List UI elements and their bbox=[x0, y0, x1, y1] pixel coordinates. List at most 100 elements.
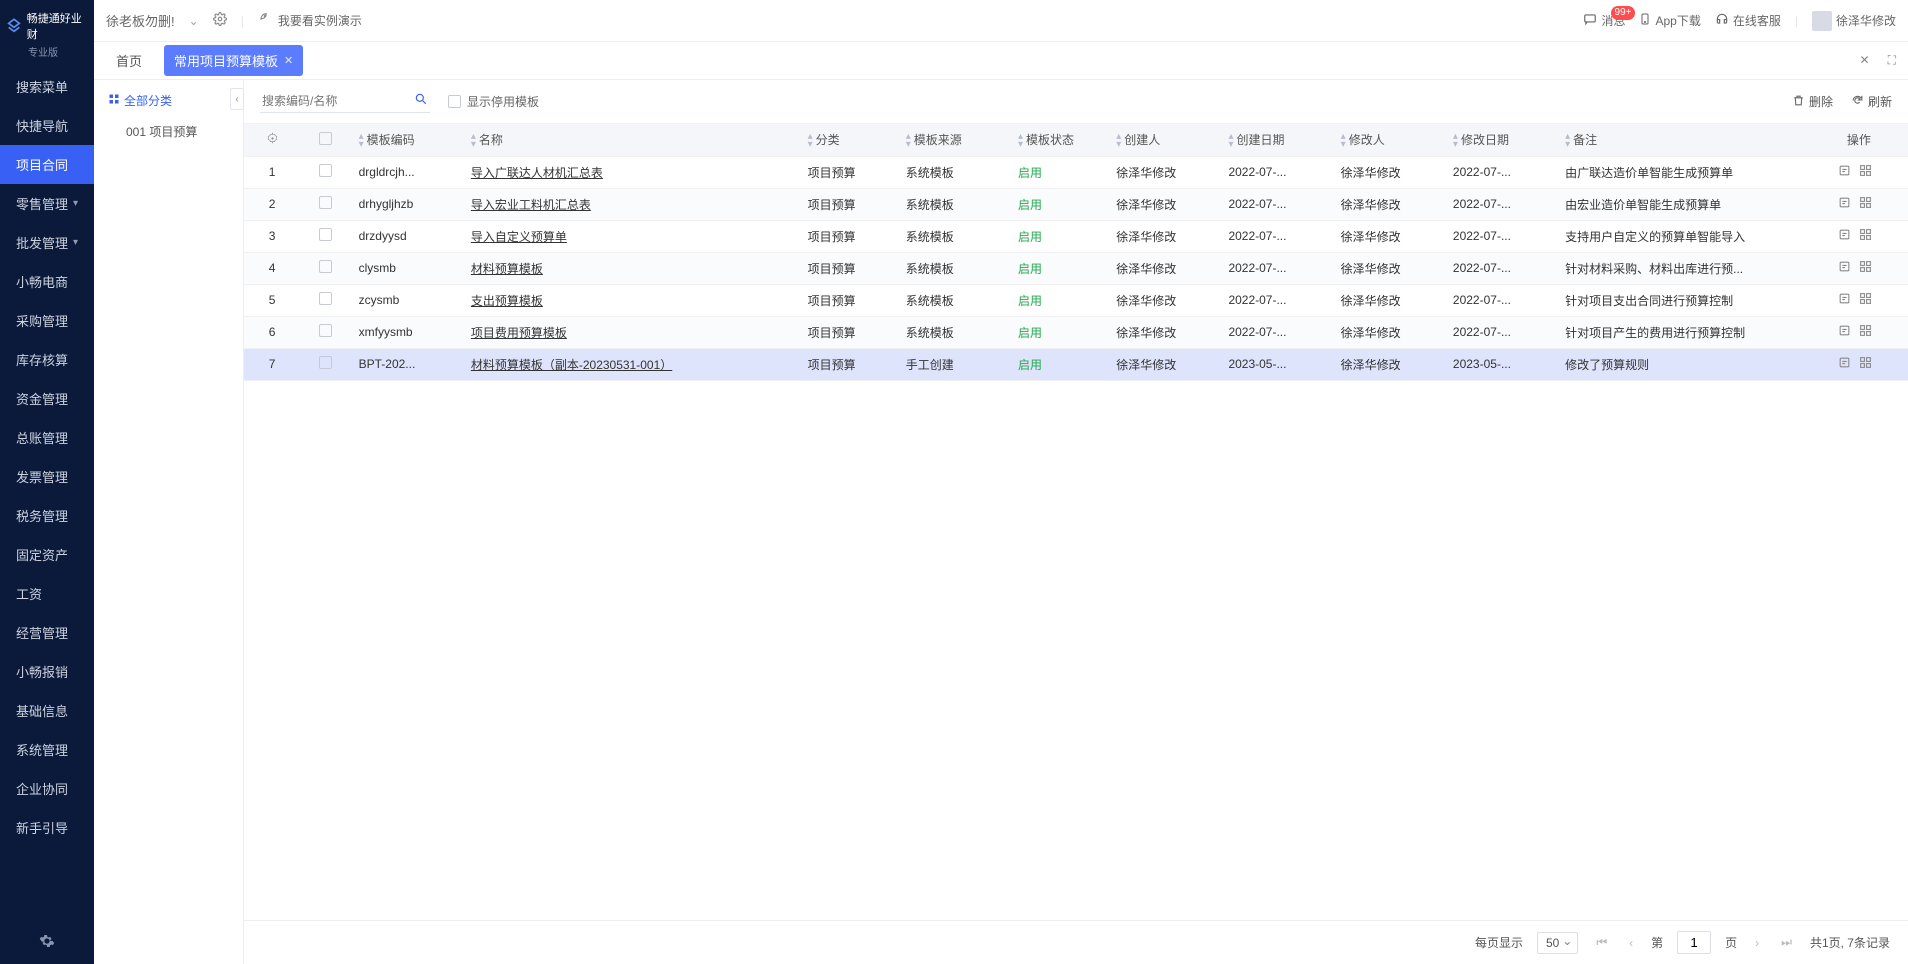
col-cdate[interactable]: ▴▾创建日期 bbox=[1220, 124, 1332, 156]
app-download-button[interactable]: App下载 bbox=[1639, 12, 1700, 29]
row-checkbox[interactable] bbox=[319, 164, 332, 177]
col-status[interactable]: ▴▾模板状态 bbox=[1010, 124, 1108, 156]
greeting-dropdown-icon[interactable]: ⌄ bbox=[189, 14, 199, 28]
col-cat[interactable]: ▴▾分类 bbox=[800, 124, 898, 156]
tab-active[interactable]: 常用项目预算模板 ✕ bbox=[164, 45, 303, 76]
sidebar-item-7[interactable]: 库存核算 bbox=[0, 340, 94, 379]
row-view-icon[interactable] bbox=[1838, 198, 1851, 212]
sidebar-item-10[interactable]: 发票管理 bbox=[0, 457, 94, 496]
row-checkbox[interactable] bbox=[319, 196, 332, 209]
col-mdate[interactable]: ▴▾修改日期 bbox=[1445, 124, 1557, 156]
sidebar-item-8[interactable]: 资金管理 bbox=[0, 379, 94, 418]
sidebar-item-12[interactable]: 固定资产 bbox=[0, 535, 94, 574]
sidebar-item-label: 资金管理 bbox=[16, 389, 68, 408]
table-row[interactable]: 5zcysmb支出预算模板项目预算系统模板启用徐泽华修改2022-07-...徐… bbox=[244, 284, 1908, 316]
top-settings-icon[interactable] bbox=[213, 12, 227, 29]
table-settings-icon[interactable] bbox=[266, 134, 279, 148]
cell-name-link[interactable]: 材料预算模板（副本-20230531-001） bbox=[471, 358, 672, 372]
col-creator[interactable]: ▴▾创建人 bbox=[1108, 124, 1220, 156]
tabs-close-all-icon[interactable]: ✕ bbox=[1856, 49, 1874, 72]
row-view-icon[interactable] bbox=[1838, 294, 1851, 308]
cell-name-link[interactable]: 导入广联达人材机汇总表 bbox=[471, 166, 603, 180]
category-all[interactable]: 全部分类 bbox=[94, 90, 243, 117]
category-collapse-button[interactable]: ‹ bbox=[230, 88, 244, 110]
page-next-icon[interactable]: › bbox=[1751, 934, 1763, 952]
customer-service-button[interactable]: 在线客服 bbox=[1715, 12, 1781, 29]
table-row[interactable]: 6xmfyysmb项目费用预算模板项目预算系统模板启用徐泽华修改2022-07-… bbox=[244, 316, 1908, 348]
page-first-icon[interactable]: ⏮ bbox=[1592, 933, 1611, 952]
row-more-icon[interactable] bbox=[1859, 294, 1872, 308]
sidebar-item-5[interactable]: 小畅电商 bbox=[0, 262, 94, 301]
sidebar-item-9[interactable]: 总账管理 bbox=[0, 418, 94, 457]
row-checkbox[interactable] bbox=[319, 324, 332, 337]
refresh-button[interactable]: 刷新 bbox=[1851, 93, 1892, 110]
sidebar-item-6[interactable]: 采购管理 bbox=[0, 301, 94, 340]
col-src[interactable]: ▴▾模板来源 bbox=[898, 124, 1010, 156]
sidebar-settings-button[interactable] bbox=[0, 923, 94, 964]
tab-home[interactable]: 首页 bbox=[106, 45, 152, 76]
table-row[interactable]: 4clysmb材料预算模板项目预算系统模板启用徐泽华修改2022-07-...徐… bbox=[244, 252, 1908, 284]
col-name[interactable]: ▴▾名称 bbox=[463, 124, 800, 156]
cell-name-link[interactable]: 导入宏业工料机汇总表 bbox=[471, 198, 591, 212]
show-disabled-checkbox[interactable]: 显示停用模板 bbox=[448, 93, 539, 110]
cell-remark: 针对项目产生的费用进行预算控制 bbox=[1557, 316, 1810, 348]
row-view-icon[interactable] bbox=[1838, 326, 1851, 340]
sidebar-item-19[interactable]: 新手引导 bbox=[0, 808, 94, 847]
row-view-icon[interactable] bbox=[1838, 230, 1851, 244]
delete-button[interactable]: 删除 bbox=[1792, 93, 1833, 110]
sidebar-item-13[interactable]: 工资 bbox=[0, 574, 94, 613]
row-view-icon[interactable] bbox=[1838, 358, 1851, 372]
cell-name-link[interactable]: 项目费用预算模板 bbox=[471, 326, 567, 340]
sidebar-item-17[interactable]: 系统管理 bbox=[0, 730, 94, 769]
row-checkbox[interactable] bbox=[319, 292, 332, 305]
cell-name-link[interactable]: 导入自定义预算单 bbox=[471, 230, 567, 244]
cell-name-link[interactable]: 支出预算模板 bbox=[471, 294, 543, 308]
row-checkbox[interactable] bbox=[319, 228, 332, 241]
col-code[interactable]: ▴▾模板编码 bbox=[351, 124, 463, 156]
page-prev-icon[interactable]: ‹ bbox=[1625, 934, 1637, 952]
row-more-icon[interactable] bbox=[1859, 166, 1872, 180]
page-last-icon[interactable]: ⏭ bbox=[1777, 933, 1796, 952]
row-more-icon[interactable] bbox=[1859, 262, 1872, 276]
sidebar-item-15[interactable]: 小畅报销 bbox=[0, 652, 94, 691]
row-view-icon[interactable] bbox=[1838, 262, 1851, 276]
cell-source: 系统模板 bbox=[898, 284, 1010, 316]
table-row[interactable]: 3drzdyysd导入自定义预算单项目预算系统模板启用徐泽华修改2022-07-… bbox=[244, 220, 1908, 252]
search-input[interactable] bbox=[260, 90, 430, 113]
sidebar-item-label: 基础信息 bbox=[16, 701, 68, 720]
sidebar-item-14[interactable]: 经营管理 bbox=[0, 613, 94, 652]
sidebar-item-0[interactable]: 搜索菜单 bbox=[0, 67, 94, 106]
messages-button[interactable]: 消息 99+ bbox=[1583, 12, 1625, 29]
sidebar-item-1[interactable]: 快捷导航 bbox=[0, 106, 94, 145]
row-more-icon[interactable] bbox=[1859, 358, 1872, 372]
col-remark[interactable]: ▴▾备注 bbox=[1557, 124, 1810, 156]
sidebar-item-3[interactable]: 零售管理▾ bbox=[0, 184, 94, 223]
row-checkbox[interactable] bbox=[319, 356, 332, 369]
table-row[interactable]: 1drgldrcjh...导入广联达人材机汇总表项目预算系统模板启用徐泽华修改2… bbox=[244, 156, 1908, 188]
col-modifier[interactable]: ▴▾修改人 bbox=[1333, 124, 1445, 156]
refresh-icon bbox=[1851, 94, 1864, 110]
page-input[interactable] bbox=[1677, 931, 1711, 954]
sidebar-item-label: 搜索菜单 bbox=[16, 77, 68, 96]
sidebar-item-2[interactable]: 项目合同 bbox=[0, 145, 94, 184]
row-more-icon[interactable] bbox=[1859, 198, 1872, 212]
row-more-icon[interactable] bbox=[1859, 326, 1872, 340]
row-more-icon[interactable] bbox=[1859, 230, 1872, 244]
demo-link[interactable]: 我要看实例演示 bbox=[258, 12, 362, 29]
tab-close-icon[interactable]: ✕ bbox=[284, 54, 293, 67]
per-page-select[interactable]: 50 bbox=[1537, 932, 1578, 954]
table-row[interactable]: 7BPT-202...材料预算模板（副本-20230531-001）项目预算手工… bbox=[244, 348, 1908, 380]
cell-name-link[interactable]: 材料预算模板 bbox=[471, 262, 543, 276]
row-view-icon[interactable] bbox=[1838, 166, 1851, 180]
table-row[interactable]: 2drhygljhzb导入宏业工料机汇总表项目预算系统模板启用徐泽华修改2022… bbox=[244, 188, 1908, 220]
sidebar-item-11[interactable]: 税务管理 bbox=[0, 496, 94, 535]
sidebar-item-4[interactable]: 批发管理▾ bbox=[0, 223, 94, 262]
user-menu[interactable]: 徐泽华修改 bbox=[1812, 11, 1896, 31]
tabs-expand-icon[interactable]: ⛶ bbox=[1884, 49, 1900, 72]
sidebar-item-16[interactable]: 基础信息 bbox=[0, 691, 94, 730]
search-icon[interactable] bbox=[414, 92, 428, 109]
row-checkbox[interactable] bbox=[319, 260, 332, 273]
sidebar-item-18[interactable]: 企业协同 bbox=[0, 769, 94, 808]
category-item[interactable]: 001 项目预算 bbox=[94, 117, 243, 146]
select-all-checkbox[interactable] bbox=[319, 132, 332, 145]
